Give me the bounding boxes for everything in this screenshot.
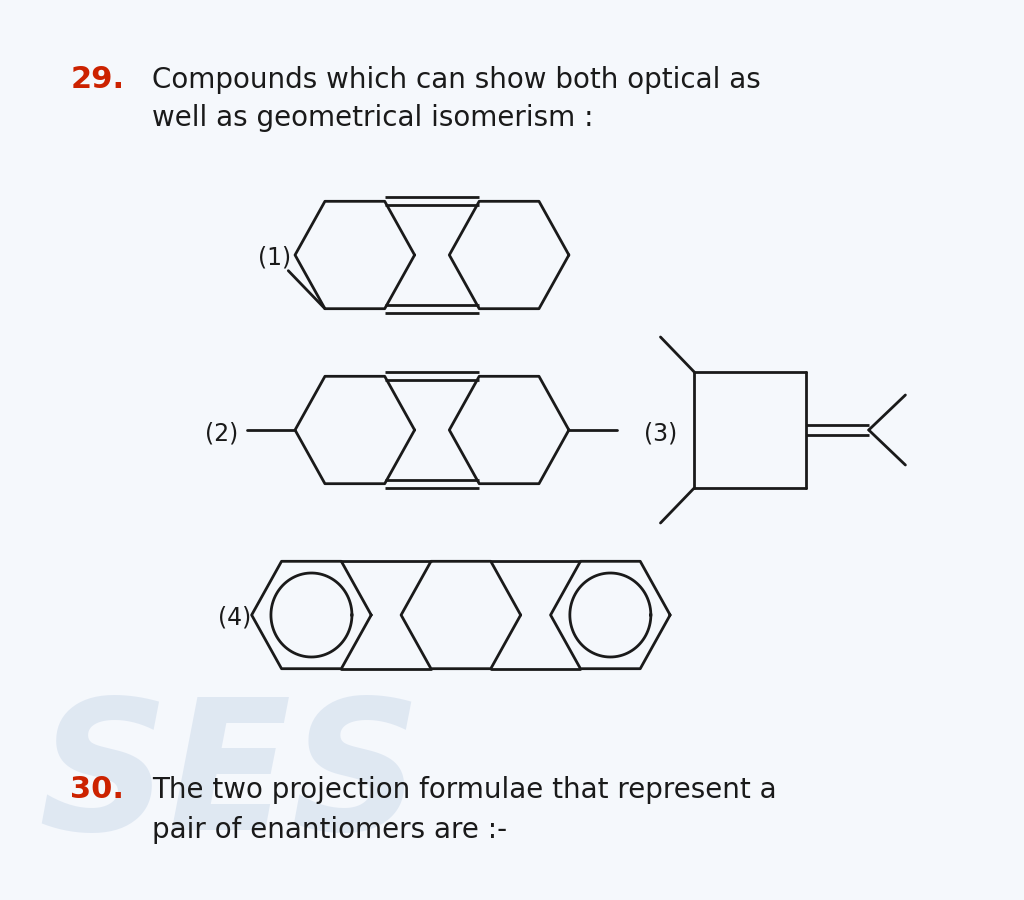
Text: SES: SES [38, 692, 421, 868]
Text: 30.: 30. [71, 776, 124, 805]
Text: Compounds which can show both optical as: Compounds which can show both optical as [153, 66, 761, 94]
Text: (4): (4) [218, 606, 251, 630]
Text: The two projection formulae that represent a: The two projection formulae that represe… [153, 776, 777, 804]
Text: pair of enantiomers are :-: pair of enantiomers are :- [153, 816, 508, 844]
Text: (2): (2) [206, 421, 239, 445]
Text: (1): (1) [258, 246, 292, 270]
Text: (3): (3) [644, 421, 677, 445]
Text: well as geometrical isomerism :: well as geometrical isomerism : [153, 104, 594, 132]
Text: 29.: 29. [71, 66, 125, 94]
